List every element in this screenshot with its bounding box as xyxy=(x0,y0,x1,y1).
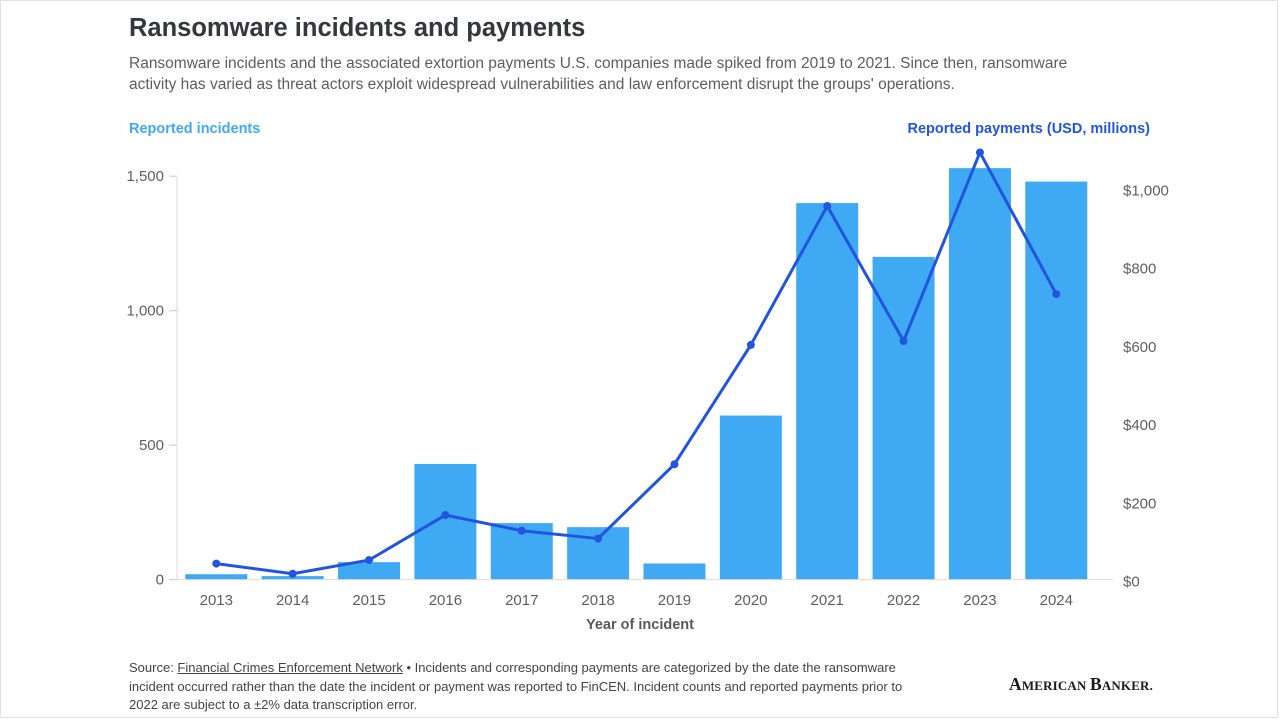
svg-text:2020: 2020 xyxy=(734,592,767,609)
svg-text:2016: 2016 xyxy=(429,592,462,609)
svg-text:$800: $800 xyxy=(1123,261,1156,278)
svg-text:2017: 2017 xyxy=(505,592,538,609)
svg-text:$1,000: $1,000 xyxy=(1123,182,1169,199)
svg-text:2013: 2013 xyxy=(200,592,233,609)
svg-text:$0: $0 xyxy=(1123,574,1140,591)
svg-text:2014: 2014 xyxy=(276,592,309,609)
svg-text:2023: 2023 xyxy=(963,592,996,609)
svg-text:$600: $600 xyxy=(1123,339,1156,356)
svg-text:1,000: 1,000 xyxy=(126,303,164,320)
svg-text:500: 500 xyxy=(139,437,164,454)
svg-text:2024: 2024 xyxy=(1040,592,1073,609)
svg-text:2015: 2015 xyxy=(352,592,385,609)
svg-text:1,500: 1,500 xyxy=(126,168,164,185)
svg-text:$400: $400 xyxy=(1123,417,1156,434)
svg-text:0: 0 xyxy=(156,572,164,589)
svg-text:$200: $200 xyxy=(1123,495,1156,512)
svg-text:2021: 2021 xyxy=(811,592,844,609)
svg-text:2019: 2019 xyxy=(658,592,691,609)
svg-text:2022: 2022 xyxy=(887,592,920,609)
svg-text:2018: 2018 xyxy=(581,592,614,609)
